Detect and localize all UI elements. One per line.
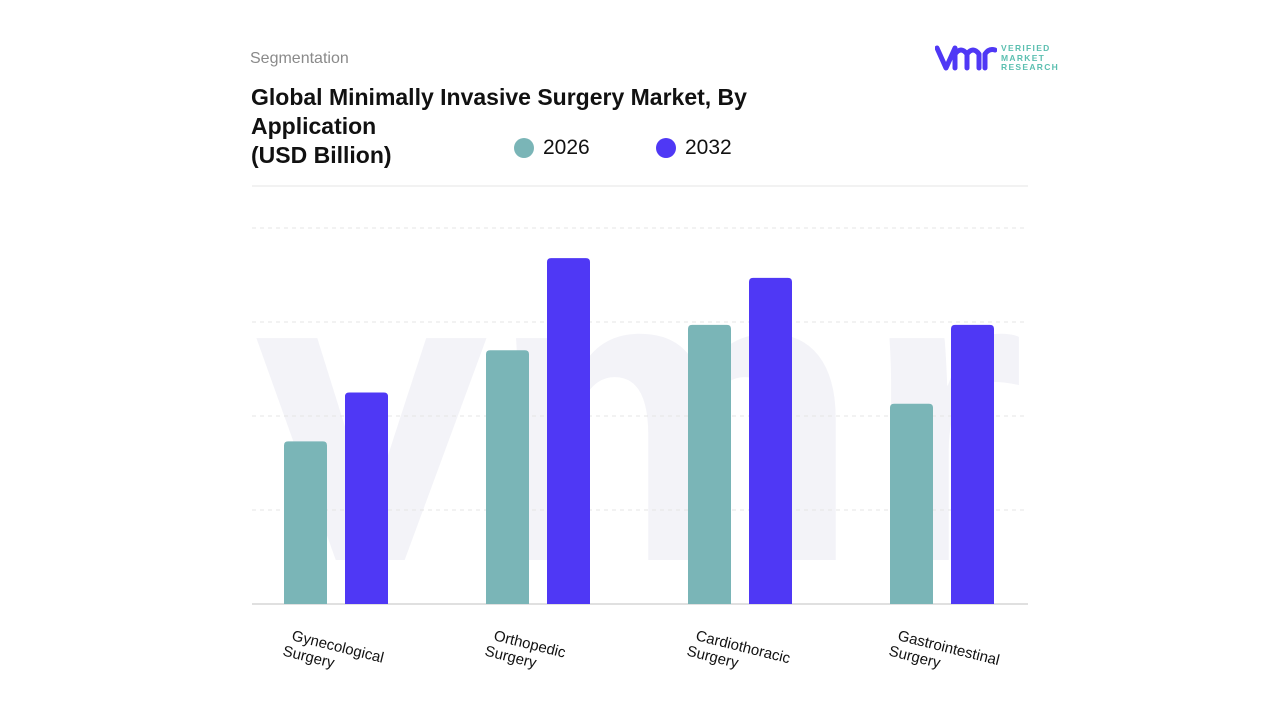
- bar-2026-1: [486, 350, 529, 604]
- bar-2032-3: [951, 324, 994, 604]
- legend-label: 2032: [685, 136, 732, 159]
- legend-swatch: [514, 138, 534, 158]
- bar-2026-3: [890, 403, 933, 604]
- legend-swatch: [656, 138, 676, 158]
- bar-2026-0: [284, 441, 327, 604]
- bar-2026-2: [688, 324, 731, 604]
- logo: VERIFIED MARKET RESEARCH: [935, 43, 1060, 73]
- legend-label: 2026: [543, 136, 590, 159]
- vmr-logo-icon: [935, 45, 997, 71]
- legend-item-2032: 2032: [656, 136, 732, 160]
- chart-title: Global Minimally Invasive Surgery Market…: [251, 83, 811, 170]
- legend-item-2026: 2026: [514, 136, 590, 160]
- bar-2032-1: [547, 258, 590, 604]
- bar-2032-2: [749, 277, 792, 604]
- title-unit: (USD Billion): [251, 142, 392, 168]
- logo-text: VERIFIED MARKET RESEARCH: [1001, 43, 1060, 72]
- title-text: Global Minimally Invasive Surgery Market…: [251, 84, 747, 139]
- bar-2032-0: [345, 392, 388, 604]
- section-label: Segmentation: [250, 50, 349, 67]
